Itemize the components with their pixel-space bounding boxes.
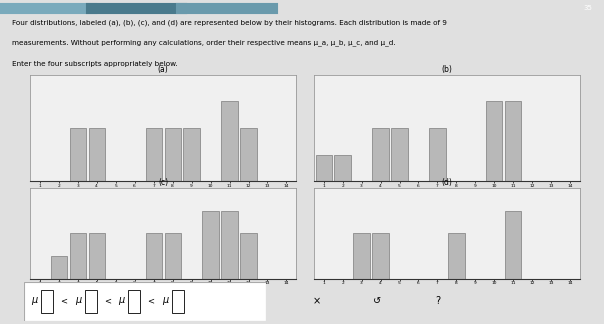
Text: Four distributions, labeled (a), (b), (c), and (d) are represented below by thei: Four distributions, labeled (a), (b), (c… [12, 19, 447, 26]
Text: $\mu$: $\mu$ [162, 295, 170, 307]
Bar [51, 256, 66, 279]
Text: measurements. Without performing any calculations, order their respective means : measurements. Without performing any cal… [12, 39, 396, 46]
Bar [146, 128, 162, 181]
Bar [202, 211, 219, 279]
Bar [69, 233, 86, 279]
Text: <: < [104, 297, 111, 306]
FancyBboxPatch shape [24, 282, 266, 321]
Bar [315, 155, 332, 181]
Title: (a): (a) [158, 65, 169, 74]
Bar [41, 290, 53, 313]
Bar [486, 101, 503, 181]
Text: ?: ? [435, 296, 440, 306]
Title: (d): (d) [442, 178, 452, 187]
Text: 35: 35 [583, 5, 592, 11]
Text: <: < [147, 297, 155, 306]
Bar [128, 290, 140, 313]
Bar [506, 101, 521, 181]
Bar [391, 128, 408, 181]
Text: $\mu$: $\mu$ [118, 295, 126, 307]
Bar [146, 233, 162, 279]
Bar [85, 290, 97, 313]
Bar [222, 211, 237, 279]
Bar [164, 128, 181, 181]
Bar [69, 128, 86, 181]
Bar [172, 290, 184, 313]
Bar [222, 101, 237, 181]
Text: <: < [60, 297, 68, 306]
Title: (b): (b) [442, 65, 452, 74]
Text: Enter the four subscripts appropriately below.: Enter the four subscripts appropriately … [12, 61, 178, 67]
Bar [240, 128, 257, 181]
Bar [335, 155, 350, 181]
Bar [429, 128, 446, 181]
Title: (c): (c) [158, 178, 168, 187]
Text: ↺: ↺ [373, 296, 382, 306]
Bar [373, 128, 388, 181]
Bar [448, 233, 464, 279]
Text: ×: × [313, 296, 321, 306]
Bar [373, 233, 388, 279]
Bar [184, 128, 199, 181]
Bar [89, 233, 104, 279]
Text: $\mu$: $\mu$ [31, 295, 39, 307]
Bar [506, 211, 521, 279]
Bar [164, 233, 181, 279]
Bar [353, 233, 370, 279]
Text: $\mu$: $\mu$ [75, 295, 83, 307]
Bar [240, 233, 257, 279]
Bar [89, 128, 104, 181]
